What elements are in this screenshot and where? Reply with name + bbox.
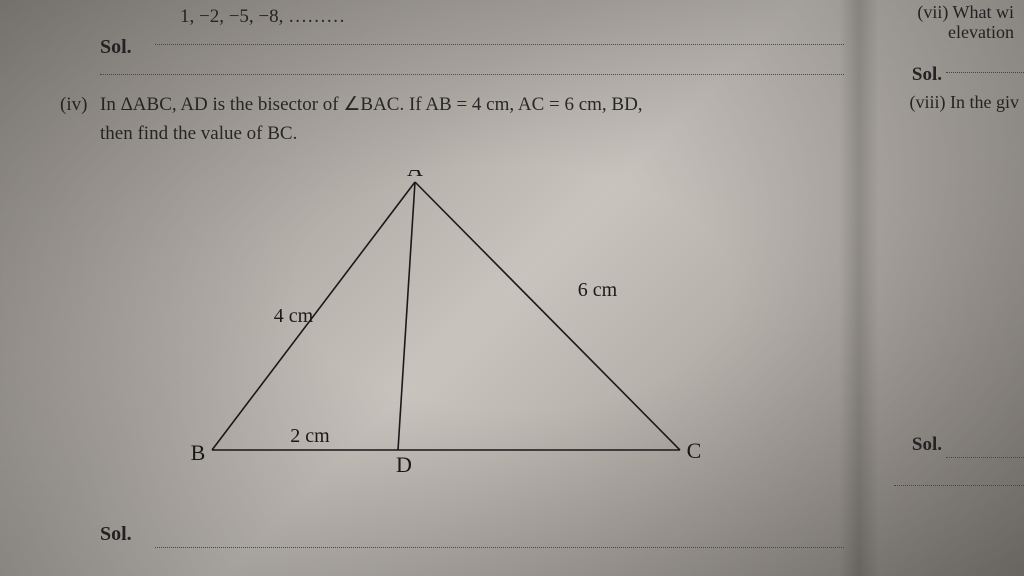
right-blank-3: [894, 485, 1024, 486]
question-iv: (iv) In ΔABC, AD is the bisector of ∠BAC…: [100, 90, 844, 149]
svg-text:A: A: [407, 170, 423, 181]
svg-text:6 cm: 6 cm: [578, 279, 618, 301]
triangle-diagram: A B C D 4 cm 6 cm 2 cm: [180, 170, 720, 490]
question-iv-number: (iv): [60, 90, 87, 119]
blank-line-2: [155, 547, 844, 548]
right-blank-1: [946, 72, 1024, 73]
question-iv-line2: then find the value of BC.: [100, 123, 297, 144]
right-blank-2: [946, 457, 1024, 458]
svg-text:4 cm: 4 cm: [274, 305, 314, 327]
sequence-text: 1, −2, −5, −8, ………: [180, 6, 345, 28]
blank-line-1b: [100, 74, 844, 75]
question-iv-line1: In ΔABC, AD is the bisector of ∠BAC. If …: [100, 94, 643, 115]
right-viii: (viii) In the giv: [910, 92, 1019, 113]
triangle-svg: A B C D 4 cm 6 cm 2 cm: [180, 170, 720, 490]
svg-text:B: B: [191, 440, 206, 465]
right-sol-2: Sol.: [912, 434, 942, 456]
right-sol-1: Sol.: [912, 64, 942, 86]
right-vii-sub: elevation: [948, 22, 1014, 43]
blank-line-1: [155, 44, 844, 45]
solution-label-2: Sol.: [100, 523, 132, 546]
svg-text:D: D: [396, 452, 412, 477]
svg-text:C: C: [687, 438, 702, 463]
solution-label-1: Sol.: [100, 36, 132, 59]
page-crease: [839, 0, 879, 576]
right-vii: (vii) What wi: [917, 2, 1014, 23]
page: 1, −2, −5, −8, ……… Sol. (iv) In ΔABC, AD…: [0, 0, 1024, 576]
svg-text:2 cm: 2 cm: [290, 425, 330, 447]
